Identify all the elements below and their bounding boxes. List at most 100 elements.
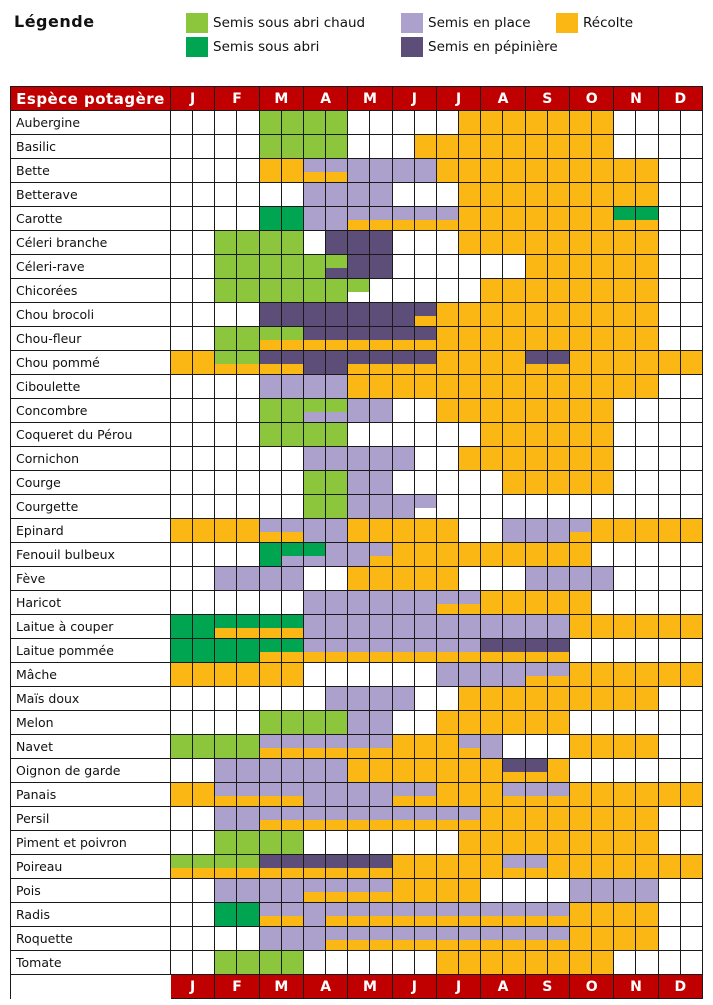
calendar-cell (525, 855, 548, 879)
calendar-cell (303, 159, 327, 183)
calendar-cell (215, 519, 238, 543)
calendar-cell (636, 783, 659, 807)
calendar-cell (193, 207, 216, 231)
calendar-cell (237, 279, 260, 303)
calendar-cell (525, 615, 548, 639)
calendar-cell (392, 519, 415, 543)
calendar-cell (281, 807, 304, 831)
calendar-cell (592, 831, 615, 855)
calendar-cell (680, 303, 703, 327)
calendar-cell (547, 735, 570, 759)
calendar-cell (658, 279, 681, 303)
calendar-cell (370, 159, 393, 183)
calendar-cell (547, 759, 570, 783)
calendar-cell (348, 423, 371, 447)
calendar-cell (370, 855, 393, 879)
calendar-cell (348, 543, 371, 567)
calendar-cell (259, 735, 282, 759)
calendar-cell (525, 711, 548, 735)
calendar-cell (436, 687, 460, 711)
calendar-cell (171, 327, 194, 351)
calendar-cell (459, 783, 482, 807)
calendar-cell (281, 495, 304, 519)
calendar-cell (303, 279, 327, 303)
species-label: Courge (11, 471, 171, 495)
calendar-cell (459, 495, 482, 519)
calendar-cell (193, 855, 216, 879)
calendar-cell (326, 495, 349, 519)
footer-month-label: O (569, 975, 615, 999)
calendar-cell (614, 855, 637, 879)
calendar-cell (348, 183, 371, 207)
species-label: Fève (11, 567, 171, 591)
calendar-cell (171, 207, 194, 231)
calendar-cell (569, 543, 593, 567)
calendar-cell (636, 543, 659, 567)
calendar-cell (414, 399, 437, 423)
calendar-cell (592, 495, 615, 519)
calendar-cell (569, 303, 593, 327)
calendar-cell (215, 183, 238, 207)
calendar-cell (281, 255, 304, 279)
calendar-cell (303, 327, 327, 351)
calendar-cell (215, 687, 238, 711)
calendar-cell (370, 951, 393, 975)
species-label: Persil (11, 807, 171, 831)
calendar-cell (348, 279, 371, 303)
calendar-cell (569, 711, 593, 735)
calendar-cell (348, 255, 371, 279)
calendar-cell (392, 663, 415, 687)
calendar-cell (680, 663, 703, 687)
calendar-cell (525, 903, 548, 927)
calendar-cell (171, 951, 194, 975)
calendar-cell (193, 927, 216, 951)
calendar-cell (436, 663, 460, 687)
calendar-cell (370, 783, 393, 807)
calendar-cell (636, 855, 659, 879)
calendar-cell (592, 759, 615, 783)
calendar-cell (259, 183, 282, 207)
species-label: Haricot (11, 591, 171, 615)
calendar-cell (259, 591, 282, 615)
calendar-cell (370, 759, 393, 783)
legend-swatch-icon (186, 37, 208, 57)
calendar-cell (658, 903, 681, 927)
calendar-cell (281, 855, 304, 879)
calendar-cell (215, 615, 238, 639)
calendar-cell (171, 615, 194, 639)
calendar-cell (547, 711, 570, 735)
calendar-cell (392, 639, 415, 663)
calendar-cell (259, 855, 282, 879)
calendar-cell (525, 375, 548, 399)
calendar-cell (237, 351, 260, 375)
calendar-cell (459, 807, 482, 831)
calendar-cell (370, 927, 393, 951)
calendar-cell (503, 495, 526, 519)
calendar-cell (569, 615, 593, 639)
calendar-cell (370, 135, 393, 159)
calendar-cell (658, 351, 681, 375)
calendar-cell (503, 447, 526, 471)
calendar-cell (658, 183, 681, 207)
calendar-cell (414, 831, 437, 855)
calendar-cell (569, 879, 593, 903)
calendar-cell (392, 879, 415, 903)
species-label: Basilic (11, 135, 171, 159)
legend-item-r: Récolte (556, 12, 633, 34)
calendar-cell (348, 375, 371, 399)
calendar-cell (481, 183, 504, 207)
calendar-cell (348, 783, 371, 807)
calendar-cell (259, 159, 282, 183)
calendar-cell (592, 735, 615, 759)
calendar-cell (680, 471, 703, 495)
calendar-cell (259, 279, 282, 303)
calendar-cell (303, 591, 327, 615)
calendar-cell (237, 807, 260, 831)
calendar-cell (171, 687, 194, 711)
calendar-cell (525, 879, 548, 903)
calendar-cell (680, 615, 703, 639)
calendar-cell (614, 543, 637, 567)
calendar-cell (592, 159, 615, 183)
calendar-cell (392, 207, 415, 231)
